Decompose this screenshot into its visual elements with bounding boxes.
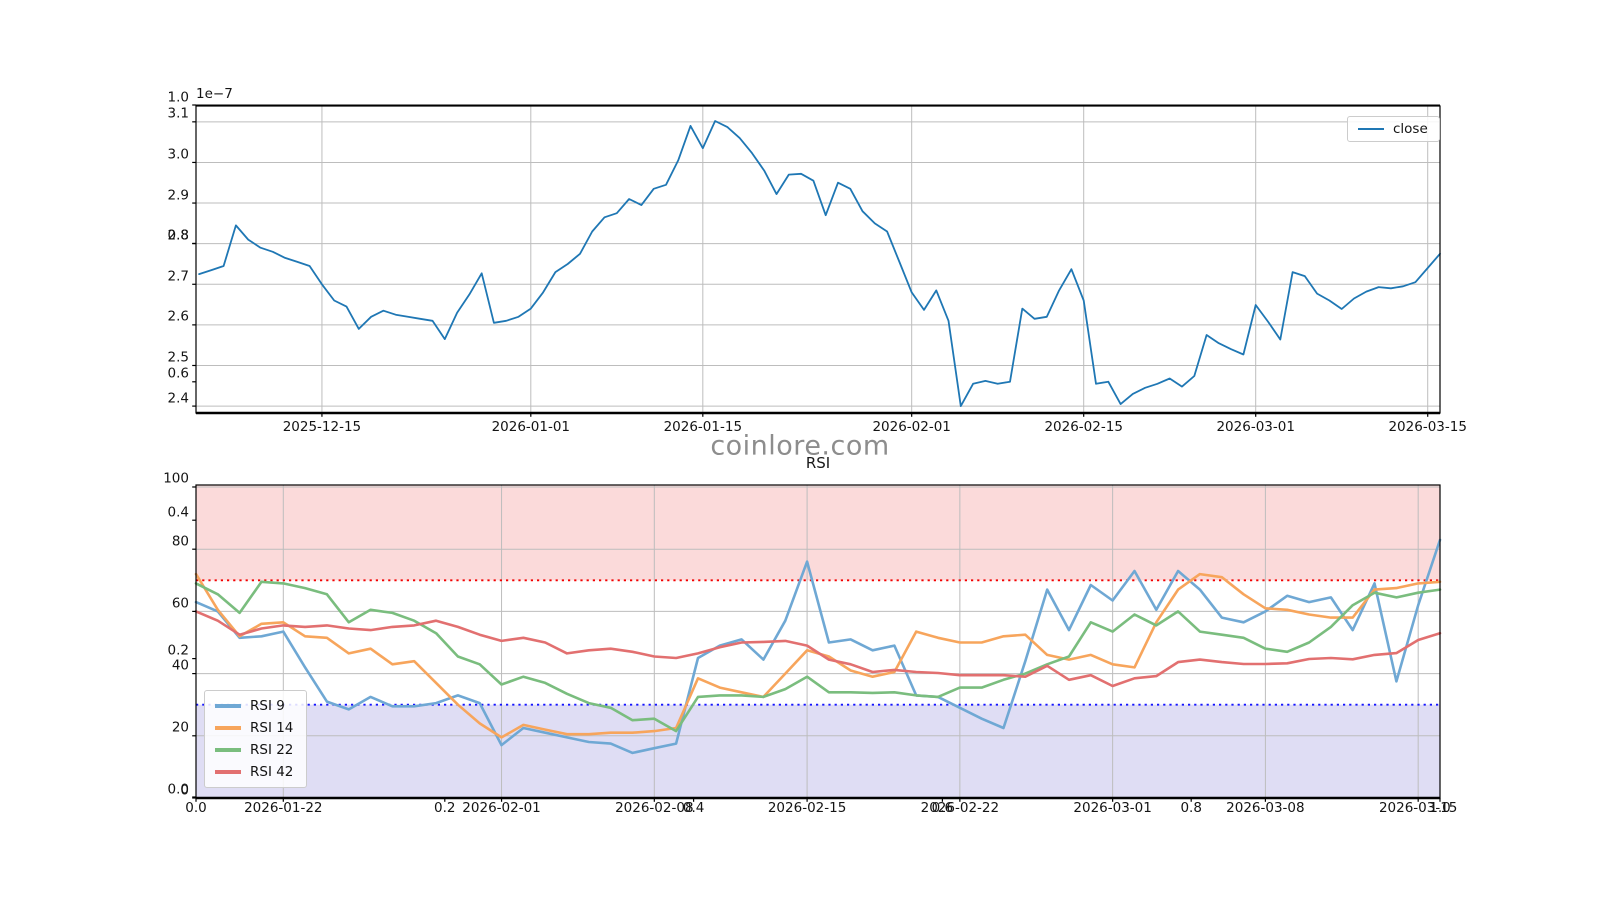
price-series-close <box>198 120 1441 408</box>
price-ytick-label-2.4: 2.4 <box>167 390 189 407</box>
ghost-ytick-label-0.0: 0.0 <box>167 781 189 797</box>
price-ytick-label-3.0: 3.0 <box>167 146 189 163</box>
rsi-ytick-label-40: 40 <box>171 657 189 674</box>
rsi-series-rsi-42 <box>194 610 1442 688</box>
close-line-swatch <box>1358 127 1384 131</box>
price-xtick-label-2025-12-15: 2025-12-15 <box>282 419 362 435</box>
rsi-ytick-label-100: 100 <box>163 470 189 487</box>
watermark: coinlore.com <box>710 430 890 462</box>
legend-row-rsi9: RSI 9 <box>215 698 293 714</box>
ghost-xtick-label-0.8: 0.8 <box>1180 799 1202 816</box>
rsi-series-rsi-9 <box>194 538 1442 755</box>
price-xtick-label-2026-01-01: 2026-01-01 <box>491 419 571 435</box>
price-xtick-label-2026-02-01: 2026-02-01 <box>872 419 951 435</box>
rsi-xtick-label-2026-02-15: 2026-02-15 <box>767 799 847 816</box>
legend-label-rsi9: RSI 9 <box>250 698 285 714</box>
price-xtick-label-2026-03-01: 2026-03-01 <box>1216 419 1295 435</box>
rsi-xtick-label-2026-03-08: 2026-03-08 <box>1226 799 1305 816</box>
legend-label-close: close <box>1393 121 1428 137</box>
price-ytick-label-3.1: 3.1 <box>167 105 189 122</box>
price-ytick-label-2.6: 2.6 <box>167 308 189 325</box>
ghost-xtick-label-0.6: 0.6 <box>931 799 954 816</box>
ghost-ytick-label-0.6: 0.6 <box>167 365 189 382</box>
rsi-xtick-label-2026-02-22: 2026-02-22 <box>920 799 1000 816</box>
ghost-ytick-label-0.8: 0.8 <box>167 227 189 244</box>
rsi-ytick-label-80: 80 <box>171 533 189 550</box>
ghost-xtick-label-1.0: 1.0 <box>1429 799 1451 816</box>
rsi-xtick-label-2026-02-08: 2026-02-08 <box>615 799 694 816</box>
y-axis-offset-label: 1e−7 <box>196 86 233 102</box>
rsi-band-oversold <box>196 704 1440 798</box>
ghost-ytick-label-0.4: 0.4 <box>167 504 189 521</box>
rsi22-line-swatch <box>215 748 241 752</box>
price-xtick-label-2026-03-15: 2026-03-15 <box>1388 419 1467 435</box>
rsi-ytick-label-0: 0 <box>180 782 189 798</box>
ghost-xtick-label-0.4: 0.4 <box>682 799 705 816</box>
ghost-ytick-label-0.2: 0.2 <box>167 642 189 659</box>
rsi-ytick-label-60: 60 <box>171 595 189 612</box>
rsi-series-rsi-22 <box>194 580 1442 733</box>
legend-row-rsi22: RSI 22 <box>215 742 293 758</box>
rsi-band-overbought <box>196 485 1440 581</box>
rsi-ytick-label-20: 20 <box>171 719 189 736</box>
ghost-xtick-label-0.0: 0.0 <box>185 799 207 816</box>
price-ytick-label-2.7: 2.7 <box>167 268 189 285</box>
legend-label-rsi14: RSI 14 <box>250 720 294 736</box>
price-legend: close <box>1347 116 1440 142</box>
price-ytick-label-2.9: 2.9 <box>167 187 189 204</box>
price-xtick-label-2026-01-15: 2026-01-15 <box>663 419 743 435</box>
legend-row-rsi42: RSI 42 <box>215 764 293 780</box>
price-spines <box>195 105 1441 414</box>
rsi-xtick-label-2026-03-01: 2026-03-01 <box>1073 799 1152 816</box>
ghost-ytick-label-1.0: 1.0 <box>167 89 189 105</box>
rsi-chart-title: RSI <box>805 454 831 472</box>
rsi-xtick-label-2026-03-15: 2026-03-15 <box>1378 799 1458 816</box>
legend-label-rsi42: RSI 42 <box>250 764 294 780</box>
rsi-xtick-label-2026-02-01: 2026-02-01 <box>462 799 541 816</box>
legend-label-rsi22: RSI 22 <box>250 742 294 758</box>
ghost-xtick-label-0.2: 0.2 <box>434 799 456 816</box>
rsi-legend: RSI 9 RSI 14 RSI 22 RSI 42 <box>204 690 308 788</box>
price-ytick-label-2.5: 2.5 <box>167 349 189 366</box>
rsi9-line-swatch <box>215 704 241 708</box>
rsi-xtick-label-2026-01-22: 2026-01-22 <box>244 799 323 816</box>
price-xtick-label-2026-02-15: 2026-02-15 <box>1044 419 1123 435</box>
rsi14-line-swatch <box>215 726 241 730</box>
legend-row-rsi14: RSI 14 <box>215 720 293 736</box>
price-ytick-label-2.8: 2.8 <box>167 227 189 244</box>
rsi42-line-swatch <box>215 770 241 774</box>
